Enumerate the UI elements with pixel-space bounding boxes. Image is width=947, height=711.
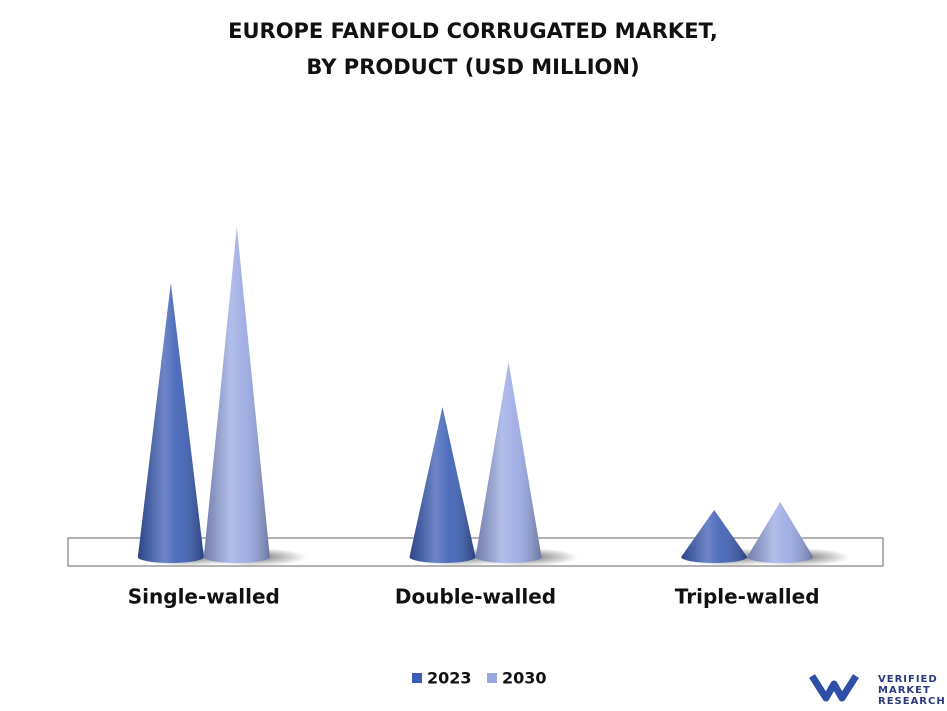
x-tick-label: Triple-walled: [675, 585, 820, 609]
chart-title: BY PRODUCT (USD MILLION): [306, 55, 639, 79]
cone-shade: [475, 362, 542, 563]
logo: VERIFIED MARKET RESEARCH: [809, 674, 946, 707]
legend-label: 2023: [427, 669, 472, 688]
x-tick-label: Double-walled: [395, 585, 556, 609]
cone-shade: [681, 510, 748, 563]
chart-title: EUROPE FANFOLD CORRUGATED MARKET,: [228, 19, 718, 43]
logo-text: VERIFIED: [878, 674, 938, 685]
cone-shade: [137, 283, 204, 563]
cone-shade: [409, 407, 476, 563]
cone-shade: [747, 502, 814, 563]
x-tick-label: Single-walled: [128, 585, 280, 609]
legend-swatch: [487, 673, 497, 683]
cone-shade: [203, 227, 270, 563]
legend-swatch: [412, 673, 422, 683]
logo-text: MARKET: [878, 685, 931, 696]
logo-mark: [809, 674, 859, 702]
legend-label: 2030: [502, 669, 547, 688]
logo-text: RESEARCH: [878, 696, 946, 707]
